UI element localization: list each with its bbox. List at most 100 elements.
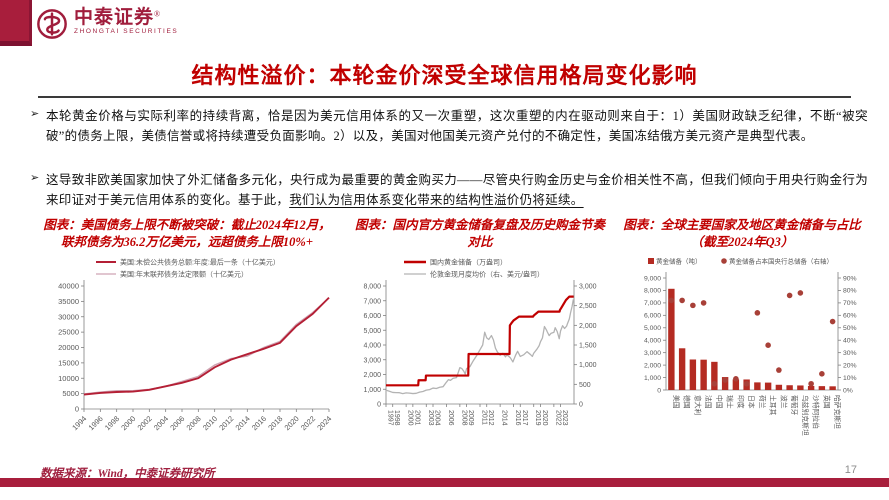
svg-text:10%: 10% <box>843 375 857 382</box>
svg-text:70%: 70% <box>843 300 857 307</box>
svg-text:6,000: 6,000 <box>363 313 381 320</box>
svg-text:3,000: 3,000 <box>579 284 597 291</box>
svg-text:0: 0 <box>657 387 661 394</box>
svg-text:30%: 30% <box>843 350 857 357</box>
svg-text:2018: 2018 <box>266 414 284 432</box>
svg-text:1,500: 1,500 <box>579 343 597 350</box>
svg-text:25000: 25000 <box>58 328 79 337</box>
svg-text:80%: 80% <box>843 288 857 295</box>
svg-text:2,000: 2,000 <box>644 362 661 369</box>
svg-text:35000: 35000 <box>58 297 79 306</box>
svg-text:沙特阿拉伯: 沙特阿拉伯 <box>812 395 821 429</box>
svg-text:2019: 2019 <box>534 410 541 426</box>
svg-text:英国: 英国 <box>822 395 831 409</box>
svg-text:0%: 0% <box>843 387 853 394</box>
brand-subtitle: ZHONGTAI SECURITIES <box>74 28 179 35</box>
svg-text:50%: 50% <box>843 325 857 332</box>
svg-text:1,000: 1,000 <box>579 362 597 369</box>
bullet-point-1: ➢ 本轮黄金价格与实际利率的持续背离，恰是因为美元信用体系的又一次重塑，这次重塑… <box>30 106 868 147</box>
svg-text:2012: 2012 <box>217 414 235 432</box>
bottom-accent-bar <box>0 478 889 487</box>
bullet-marker: ➢ <box>30 108 40 120</box>
svg-text:8,000: 8,000 <box>363 284 381 291</box>
svg-text:2006: 2006 <box>168 414 186 432</box>
svg-text:2017: 2017 <box>521 410 528 426</box>
svg-text:印度: 印度 <box>736 395 745 409</box>
svg-text:3,000: 3,000 <box>363 357 381 364</box>
svg-text:40%: 40% <box>843 338 857 345</box>
chart-1-caption: 图表：美国债务上限不断被突破：截止2024年12月，联邦债务为36.2万亿美元，… <box>43 218 331 249</box>
bullet-point-2: ➢ 这导致非欧美国家加快了外汇储备多元化，央行成为最重要的黄金购买力——尽管央行… <box>30 170 868 211</box>
svg-text:10000: 10000 <box>58 374 79 383</box>
svg-text:法国: 法国 <box>704 395 713 409</box>
svg-text:1,000: 1,000 <box>363 387 381 394</box>
page-number: 17 <box>844 464 857 476</box>
svg-text:5000: 5000 <box>62 389 79 398</box>
svg-text:2022: 2022 <box>554 410 561 426</box>
svg-text:2006: 2006 <box>447 410 454 426</box>
svg-text:美国:未偿公共债务总额:年度:最后一条（十亿美元）: 美国:未偿公共债务总额:年度:最后一条（十亿美元） <box>120 258 280 267</box>
svg-text:30000: 30000 <box>58 312 79 321</box>
svg-text:2024: 2024 <box>315 414 333 432</box>
registered-mark: ® <box>154 9 161 19</box>
svg-text:4,000: 4,000 <box>644 338 661 345</box>
svg-text:葡萄牙: 葡萄牙 <box>790 395 799 416</box>
svg-text:乌兹别克斯坦: 乌兹别克斯坦 <box>801 395 810 436</box>
bullet-1-text: 本轮黄金价格与实际利率的持续背离，恰是因为美元信用体系的又一次重塑，这次重塑的内… <box>46 109 868 144</box>
svg-text:2,000: 2,000 <box>363 372 381 379</box>
svg-text:日本: 日本 <box>747 395 756 409</box>
svg-text:2010: 2010 <box>201 414 219 432</box>
svg-text:2020: 2020 <box>283 414 301 432</box>
svg-text:2020: 2020 <box>541 410 548 426</box>
zhongtai-logo-icon <box>37 9 67 39</box>
svg-text:8,000: 8,000 <box>644 288 661 295</box>
svg-text:2003: 2003 <box>427 410 434 426</box>
bullet-2-underlined-text: 我们认为信用体系变化带来的结构性溢价仍将延续。 <box>289 193 584 208</box>
svg-text:5,000: 5,000 <box>644 325 661 332</box>
svg-text:1997: 1997 <box>387 410 394 426</box>
svg-text:2000: 2000 <box>119 414 137 432</box>
svg-text:20000: 20000 <box>58 343 79 352</box>
svg-text:90%: 90% <box>843 275 857 282</box>
company-logo: 中泰证券® ZHONGTAI SECURITIES <box>36 8 178 40</box>
svg-text:500: 500 <box>579 382 591 389</box>
svg-text:2012: 2012 <box>487 410 494 426</box>
svg-text:2014: 2014 <box>234 414 252 432</box>
svg-text:2000: 2000 <box>407 410 414 426</box>
svg-text:国内黄金储备（万盎司）: 国内黄金储备（万盎司） <box>430 258 507 267</box>
svg-text:2009: 2009 <box>467 410 474 426</box>
svg-text:5,000: 5,000 <box>363 328 381 335</box>
svg-text:黄金储备占本国央行总储备（右轴）: 黄金储备占本国央行总储备（右轴） <box>729 257 833 266</box>
svg-text:20%: 20% <box>843 362 857 369</box>
svg-text:1998: 1998 <box>103 414 121 432</box>
title-divider <box>38 96 851 98</box>
svg-text:2008: 2008 <box>185 414 203 432</box>
svg-text:瑞士: 瑞士 <box>726 395 735 409</box>
svg-text:1998: 1998 <box>393 410 400 426</box>
page-title: 结构性溢价：本轮金价深受全球信用格局变化影响 <box>191 63 698 88</box>
svg-text:2,500: 2,500 <box>579 303 597 310</box>
svg-text:0: 0 <box>75 405 79 414</box>
svg-text:2004: 2004 <box>434 410 441 426</box>
bullet-2-text: 这导致非欧美国家加快了外汇储备多元化，央行成为最重要的黄金购买力——尽管央行购金… <box>46 173 868 208</box>
bullet-marker: ➢ <box>30 172 40 184</box>
svg-text:4,000: 4,000 <box>363 343 381 350</box>
svg-text:60%: 60% <box>843 313 857 320</box>
svg-text:2023: 2023 <box>561 410 568 426</box>
svg-text:7,000: 7,000 <box>644 300 661 307</box>
svg-text:1,000: 1,000 <box>644 375 661 382</box>
svg-text:2016: 2016 <box>514 410 521 426</box>
svg-text:2014: 2014 <box>501 410 508 426</box>
svg-text:7,000: 7,000 <box>363 298 381 305</box>
svg-text:中国: 中国 <box>715 395 724 409</box>
chart-3-caption: 图表：全球主要国家及地区黄金储备与占比（截至2024年Q3） <box>623 218 861 249</box>
svg-text:9,000: 9,000 <box>644 275 661 282</box>
svg-text:15000: 15000 <box>58 358 79 367</box>
svg-text:2008: 2008 <box>460 410 467 426</box>
svg-text:土耳其: 土耳其 <box>769 395 778 416</box>
svg-text:3,000: 3,000 <box>644 350 661 357</box>
svg-text:黄金储备（吨）: 黄金储备（吨） <box>656 257 702 266</box>
svg-text:0: 0 <box>377 402 381 409</box>
svg-text:6,000: 6,000 <box>644 313 661 320</box>
